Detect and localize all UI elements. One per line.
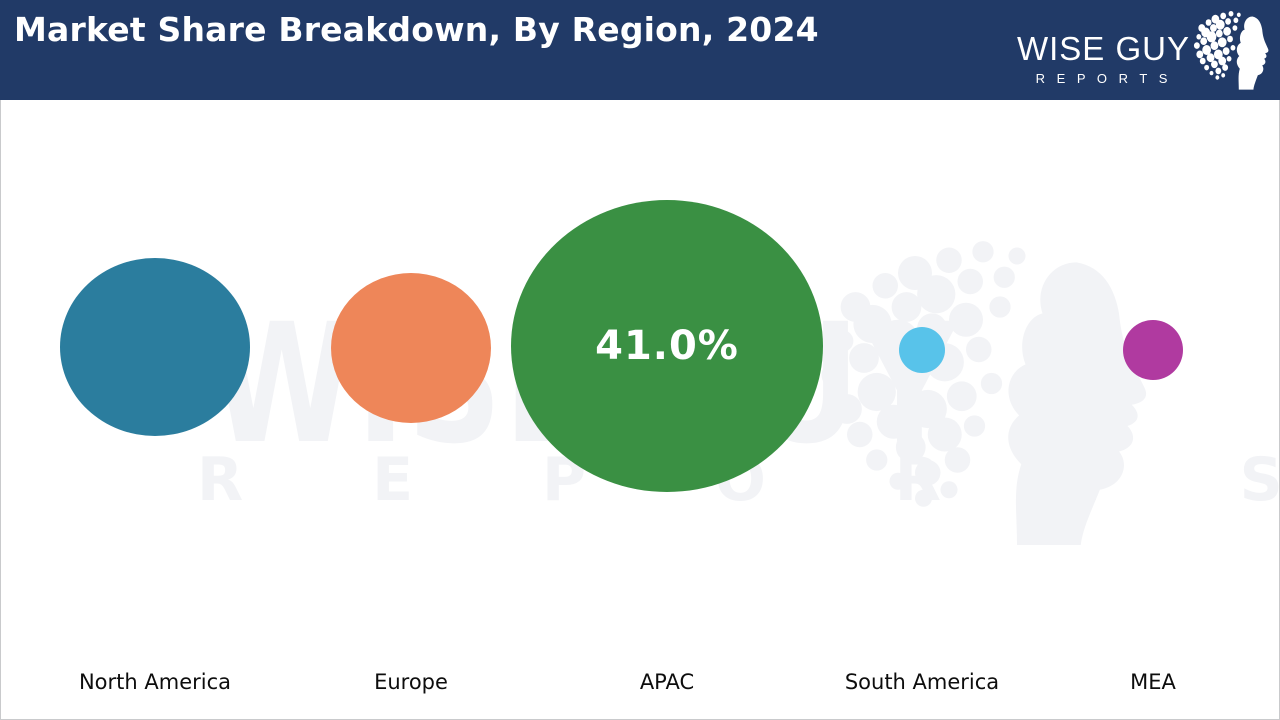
category-label-south-america: South America <box>844 670 1000 694</box>
header: Market Share Breakdown, By Region, 2024 … <box>0 0 1280 100</box>
bubble-south-america <box>899 327 945 373</box>
logo-wordmark: WISE GUY <box>1016 30 1190 67</box>
bubble-europe <box>331 273 491 423</box>
wiseguy-head-icon <box>1193 10 1269 90</box>
bubble-apac: 41.0% <box>511 200 823 492</box>
logo-text: WISE GUY R E P O R T S <box>1017 30 1190 86</box>
page-title: Market Share Breakdown, By Region, 2024 <box>14 10 819 49</box>
logo-subtext: R E P O R T S <box>1035 71 1172 86</box>
category-label-mea: MEA <box>1130 670 1176 694</box>
bubble-north-america <box>60 258 250 436</box>
bubble-mea <box>1123 320 1183 380</box>
category-label-apac: APAC <box>639 670 695 694</box>
bubble-value-label: 41.0% <box>595 323 739 369</box>
category-label-europe: Europe <box>374 670 448 694</box>
category-label-north-america: North America <box>78 670 232 694</box>
category-labels: North America Europe APAC South America MEA <box>1 670 1279 710</box>
bubble-chart: 41.0% <box>1 100 1279 719</box>
wiseguy-logo: WISE GUY R E P O R T S <box>1017 0 1280 94</box>
chart-area: WISE GUY R E P O R T S 41.0% North Ameri… <box>0 100 1280 720</box>
